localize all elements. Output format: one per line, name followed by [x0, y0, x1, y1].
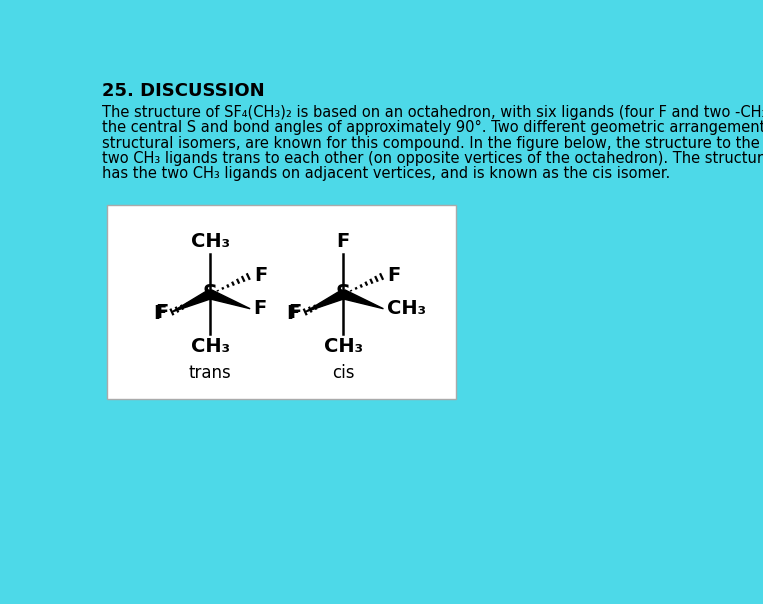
Polygon shape: [172, 290, 212, 312]
Text: F: F: [286, 304, 300, 323]
Text: cis: cis: [332, 364, 355, 382]
Text: two CH₃ ligands trans to each other (on opposite vertices of the octahedron). Th: two CH₃ ligands trans to each other (on …: [101, 151, 763, 166]
Text: CH₃: CH₃: [324, 338, 363, 356]
Text: trans: trans: [188, 364, 231, 382]
Text: structural isomers, are known for this compound. In the figure below, the struct: structural isomers, are known for this c…: [101, 136, 763, 150]
Text: 25. DISCUSSION: 25. DISCUSSION: [101, 82, 264, 100]
Text: F: F: [336, 232, 350, 251]
Text: CH₃: CH₃: [191, 338, 230, 356]
Text: the central S and bond angles of approximately 90°. Two different geometric arra: the central S and bond angles of approxi…: [101, 120, 763, 135]
Text: F: F: [387, 266, 401, 285]
Text: The structure of SF₄(CH₃)₂ is based on an octahedron, with six ligands (four F a: The structure of SF₄(CH₃)₂ is based on a…: [101, 105, 763, 120]
Text: S: S: [202, 284, 217, 304]
Text: S: S: [336, 284, 351, 304]
Text: has the two CH₃ ligands on adjacent vertices, and is known as the cis isomer.: has the two CH₃ ligands on adjacent vert…: [101, 167, 670, 181]
Text: F: F: [254, 266, 267, 285]
Text: CH₃: CH₃: [191, 232, 230, 251]
Polygon shape: [342, 290, 384, 309]
Text: CH₃: CH₃: [387, 299, 426, 318]
Text: F: F: [153, 304, 166, 323]
Bar: [107, 205, 456, 399]
Text: F: F: [253, 299, 266, 318]
Polygon shape: [208, 290, 250, 309]
Polygon shape: [304, 290, 346, 312]
Text: F: F: [288, 303, 301, 322]
Text: F: F: [155, 303, 169, 322]
